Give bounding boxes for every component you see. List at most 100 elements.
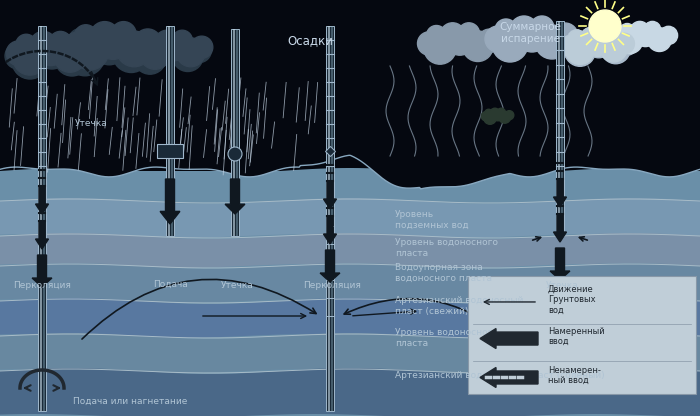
Circle shape [426,25,447,45]
Bar [236,29,237,236]
Polygon shape [0,168,700,203]
Circle shape [560,36,581,57]
Circle shape [478,29,501,52]
Circle shape [5,43,31,69]
Bar [561,21,563,236]
Circle shape [559,36,581,58]
Circle shape [36,37,68,69]
Circle shape [482,112,490,121]
Circle shape [498,111,511,123]
Circle shape [463,31,493,62]
FancyArrow shape [480,329,538,349]
Circle shape [116,31,152,67]
Circle shape [228,147,242,161]
Circle shape [644,21,661,38]
Bar [166,26,174,236]
Circle shape [497,108,505,116]
Circle shape [134,29,162,56]
Circle shape [57,36,86,65]
Circle shape [176,38,205,67]
Bar [468,276,696,394]
Text: Подача: Подача [153,280,188,289]
FancyArrow shape [32,255,52,287]
Bar [557,21,559,236]
Circle shape [15,36,37,58]
Polygon shape [0,198,700,238]
Circle shape [107,25,134,52]
Circle shape [142,33,161,52]
Circle shape [492,26,528,62]
Circle shape [36,35,66,66]
Bar [232,29,234,236]
Bar [331,26,332,411]
Circle shape [585,31,612,58]
Circle shape [589,10,621,42]
Circle shape [535,25,569,59]
Circle shape [6,41,31,66]
Circle shape [552,23,578,49]
Circle shape [64,32,91,59]
Circle shape [484,109,493,117]
Circle shape [567,30,586,48]
Circle shape [55,42,89,76]
Circle shape [150,33,175,58]
Polygon shape [0,263,700,303]
Circle shape [111,22,136,47]
Circle shape [113,35,150,72]
Circle shape [630,21,650,41]
Circle shape [510,16,538,44]
Circle shape [580,27,603,50]
Circle shape [505,111,514,120]
Circle shape [484,112,496,124]
Circle shape [12,43,48,79]
Text: Артезианский водоносный пласт (соленый): Артезианский водоносный пласт (соленый) [395,371,605,381]
FancyArrow shape [225,179,245,214]
Circle shape [74,25,97,48]
Polygon shape [0,298,700,338]
Circle shape [69,29,92,53]
Text: Утечка: Утечка [220,282,253,290]
Circle shape [65,36,105,76]
Text: Ненамерен-
ный ввод: Ненамерен- ный ввод [548,366,601,385]
Circle shape [90,22,120,51]
Text: Подача или нагнетание: Подача или нагнетание [73,396,187,406]
FancyArrow shape [160,179,180,224]
Bar [171,26,172,236]
Text: Намеренный
ввод: Намеренный ввод [548,327,605,346]
Polygon shape [0,0,700,189]
Circle shape [659,26,678,45]
Text: Водоупорная зона
водоносного пласта: Водоупорная зона водоносного пласта [395,263,492,283]
Circle shape [92,30,127,65]
FancyArrow shape [36,221,48,249]
Circle shape [172,41,203,72]
Polygon shape [0,368,700,416]
Circle shape [127,42,151,65]
Circle shape [30,33,58,61]
Polygon shape [0,333,700,373]
Circle shape [71,32,109,70]
Bar [38,26,46,411]
Circle shape [530,16,554,40]
Circle shape [584,31,610,57]
FancyArrow shape [554,214,566,242]
Circle shape [30,31,57,58]
Bar [326,26,334,411]
Circle shape [140,39,170,69]
Circle shape [49,31,72,54]
FancyArrow shape [323,181,337,209]
Bar [231,29,239,236]
Circle shape [568,30,586,47]
Circle shape [492,109,503,121]
Circle shape [168,33,190,54]
Circle shape [614,33,634,54]
Circle shape [617,28,643,54]
Circle shape [485,26,511,52]
Circle shape [648,28,671,52]
Circle shape [565,36,595,66]
Circle shape [597,27,617,47]
Text: Уровень
подземных вод: Уровень подземных вод [395,210,468,230]
Circle shape [134,42,166,74]
Bar [328,26,330,411]
Circle shape [50,33,74,57]
Circle shape [15,34,36,55]
